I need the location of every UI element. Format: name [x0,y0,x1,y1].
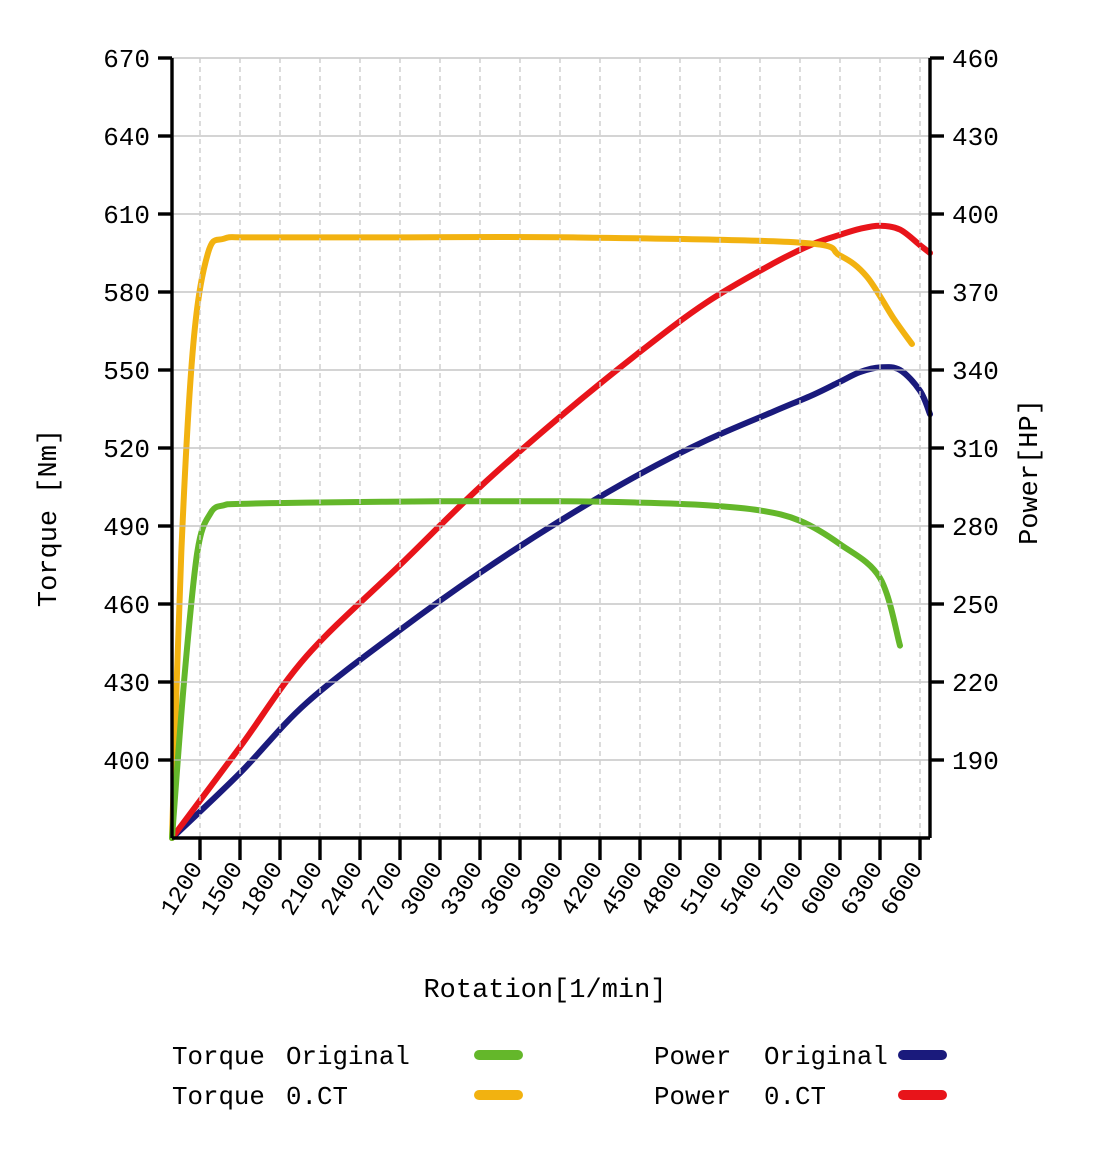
svg-text:Torque: Torque [172,1043,265,1072]
svg-text:430: 430 [103,669,150,699]
svg-text:Torque [Nm]: Torque [Nm] [35,429,65,607]
svg-text:580: 580 [103,279,150,309]
svg-text:460: 460 [952,45,999,75]
svg-text:1500: 1500 [196,858,249,921]
svg-text:1200: 1200 [156,858,209,921]
svg-text:610: 610 [103,201,150,231]
svg-text:6600: 6600 [876,858,929,921]
svg-text:1800: 1800 [236,858,289,921]
svg-text:4800: 4800 [636,858,689,921]
svg-text:3900: 3900 [516,858,569,921]
svg-text:520: 520 [103,435,150,465]
svg-text:5100: 5100 [676,858,729,921]
svg-text:Power: Power [654,1083,731,1112]
svg-text:3000: 3000 [396,858,449,921]
svg-text:2100: 2100 [276,858,329,921]
svg-text:6000: 6000 [796,858,849,921]
svg-text:250: 250 [952,591,999,621]
svg-text:640: 640 [103,123,150,153]
svg-text:670: 670 [103,45,150,75]
svg-text:490: 490 [103,513,150,543]
svg-text:3300: 3300 [436,858,489,921]
svg-text:370: 370 [952,279,999,309]
svg-text:Rotation[1/min]: Rotation[1/min] [423,976,666,1006]
svg-text:460: 460 [103,591,150,621]
svg-text:550: 550 [103,357,150,387]
svg-text:Original: Original [764,1043,888,1072]
svg-text:Power: Power [654,1043,731,1072]
svg-text:190: 190 [952,747,999,777]
svg-text:2400: 2400 [316,858,369,921]
svg-text:5400: 5400 [716,858,769,921]
svg-text:Power[HP]: Power[HP] [1016,399,1046,545]
svg-text:Original: Original [286,1043,410,1072]
svg-text:3600: 3600 [476,858,529,921]
svg-text:310: 310 [952,435,999,465]
svg-text:4500: 4500 [596,858,649,921]
svg-text:430: 430 [952,123,999,153]
svg-text:6300: 6300 [836,858,889,921]
svg-text:220: 220 [952,669,999,699]
svg-text:280: 280 [952,513,999,543]
svg-text:0.CT: 0.CT [764,1083,826,1112]
svg-text:400: 400 [952,201,999,231]
svg-text:5700: 5700 [756,858,809,921]
svg-text:0.CT: 0.CT [286,1083,348,1112]
svg-text:Torque: Torque [172,1083,265,1112]
svg-text:4200: 4200 [556,858,609,921]
svg-text:340: 340 [952,357,999,387]
svg-text:400: 400 [103,747,150,777]
svg-text:2700: 2700 [356,858,409,921]
